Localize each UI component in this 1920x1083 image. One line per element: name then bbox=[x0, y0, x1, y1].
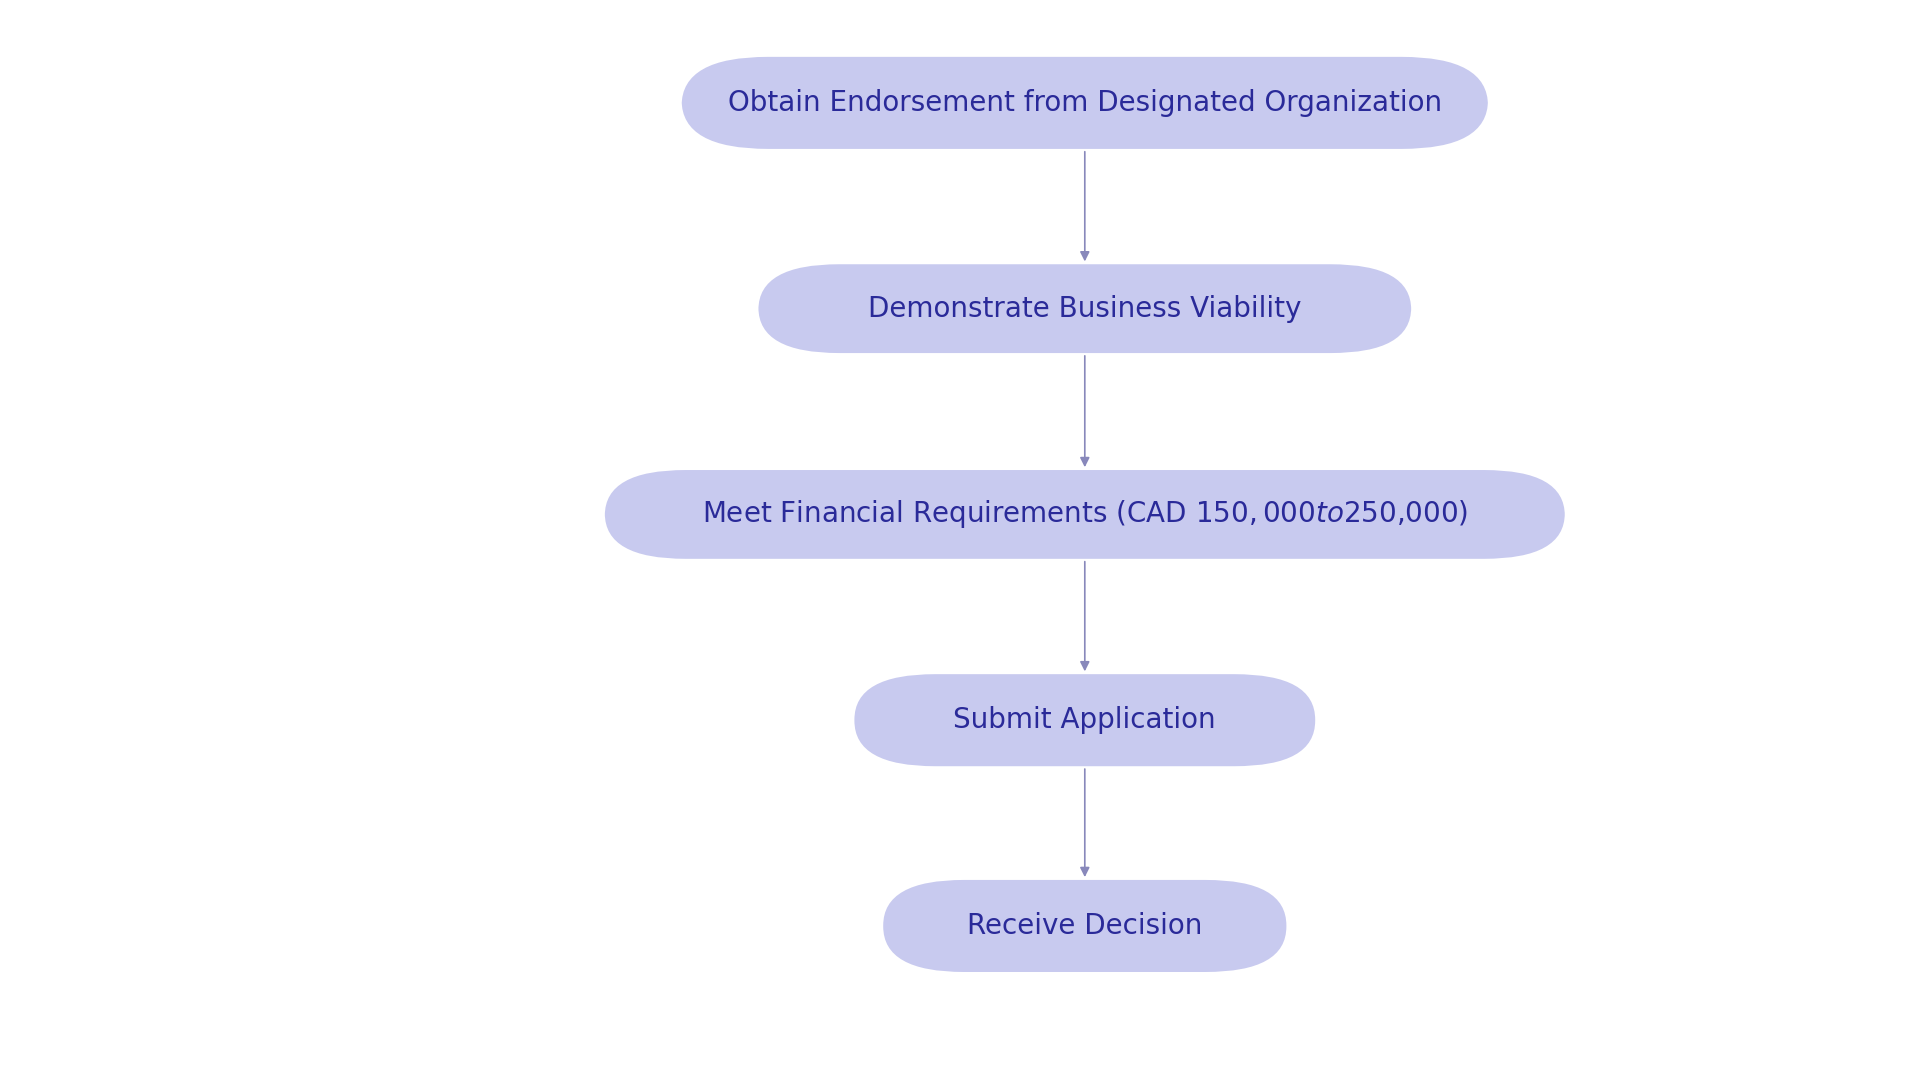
Text: Obtain Endorsement from Designated Organization: Obtain Endorsement from Designated Organ… bbox=[728, 89, 1442, 117]
Text: Demonstrate Business Viability: Demonstrate Business Viability bbox=[868, 295, 1302, 323]
FancyBboxPatch shape bbox=[682, 57, 1488, 148]
FancyBboxPatch shape bbox=[854, 674, 1315, 767]
FancyBboxPatch shape bbox=[758, 264, 1411, 353]
Text: Receive Decision: Receive Decision bbox=[968, 912, 1202, 940]
FancyBboxPatch shape bbox=[883, 879, 1286, 973]
FancyBboxPatch shape bbox=[605, 470, 1565, 559]
Text: Meet Financial Requirements (CAD $150,000 to $250,000): Meet Financial Requirements (CAD $150,00… bbox=[701, 498, 1469, 531]
Text: Submit Application: Submit Application bbox=[954, 706, 1215, 734]
